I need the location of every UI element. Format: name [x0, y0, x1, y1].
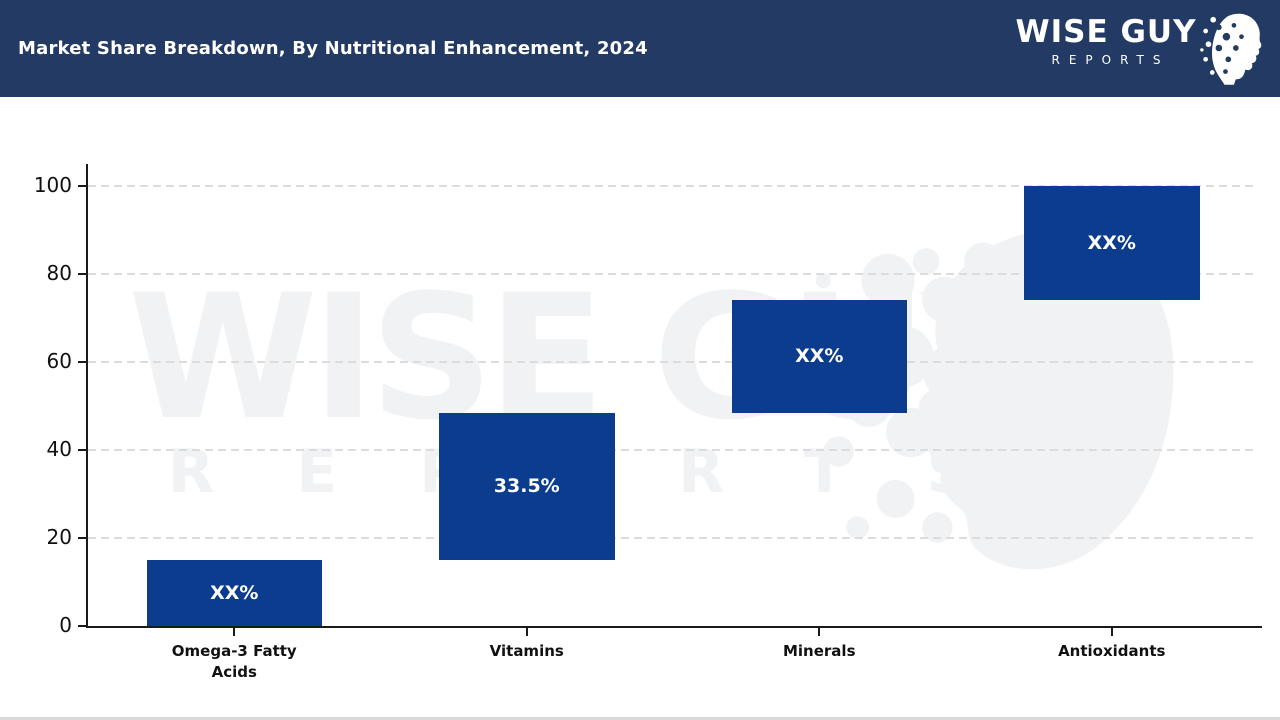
- x-tick-mark-minerals: [818, 628, 821, 636]
- x-tick-label-vitamins: Vitamins: [489, 642, 564, 660]
- gridline-40: [88, 449, 1258, 451]
- gridline-60: [88, 361, 1258, 363]
- y-tick-label-60: 60: [46, 349, 72, 373]
- gridline-100: [88, 185, 1258, 187]
- bar-value-label: XX%: [210, 582, 259, 604]
- x-tick-mark-antioxidants: [1110, 628, 1113, 636]
- x-tick-label-omega-3-fatty-acids: Omega-3 Fatty Acids: [171, 642, 297, 681]
- bar-omega-3-fatty-acids: XX%: [146, 560, 322, 626]
- bar-antioxidants: XX%: [1024, 186, 1200, 301]
- bar-value-label: 33.5%: [493, 475, 560, 498]
- head-silhouette-icon: [1200, 13, 1262, 85]
- y-tick-mark-100: [78, 185, 87, 187]
- x-axis-line: [86, 626, 1262, 628]
- y-tick-label-80: 80: [46, 261, 72, 285]
- bar-vitamins: 33.5%: [439, 412, 615, 560]
- x-tick-label-antioxidants: Antioxidants: [1058, 642, 1166, 660]
- bar-value-label: XX%: [795, 345, 844, 368]
- gridline-20: [88, 537, 1258, 539]
- chart-title: Market Share Breakdown, By Nutritional E…: [18, 38, 648, 59]
- bar-minerals: XX%: [731, 300, 907, 413]
- logo-wordmark: WISE GUY: [1015, 14, 1197, 50]
- y-tick-label-0: 0: [59, 613, 72, 637]
- bar-value-label: XX%: [1087, 232, 1136, 255]
- y-tick-label-20: 20: [46, 525, 72, 549]
- gridline-80: [88, 273, 1258, 275]
- logo-subtitle: REPORTS: [1051, 53, 1170, 67]
- footer-rule: [0, 717, 1280, 720]
- y-tick-mark-0: [78, 625, 87, 627]
- y-tick-label-40: 40: [46, 437, 72, 461]
- x-tick-mark-vitamins: [525, 628, 528, 636]
- x-tick-label-minerals: Minerals: [782, 642, 856, 660]
- y-tick-mark-80: [78, 273, 87, 275]
- x-tick-mark-omega-3-fatty-acids: [233, 628, 236, 636]
- logo-text: WISE GUY REPORTS: [1008, 14, 1204, 68]
- plot-area: XX% 33.5% XX% XX%: [88, 185, 1258, 626]
- y-tick-mark-40: [78, 449, 87, 451]
- y-tick-mark-60: [78, 361, 87, 363]
- y-tick-label-100: 100: [33, 173, 72, 197]
- y-tick-mark-20: [78, 537, 87, 539]
- y-axis-line: [86, 164, 88, 628]
- header-bar: Market Share Breakdown, By Nutritional E…: [0, 0, 1280, 97]
- wise-guy-reports-logo: WISE GUY REPORTS: [1008, 7, 1266, 91]
